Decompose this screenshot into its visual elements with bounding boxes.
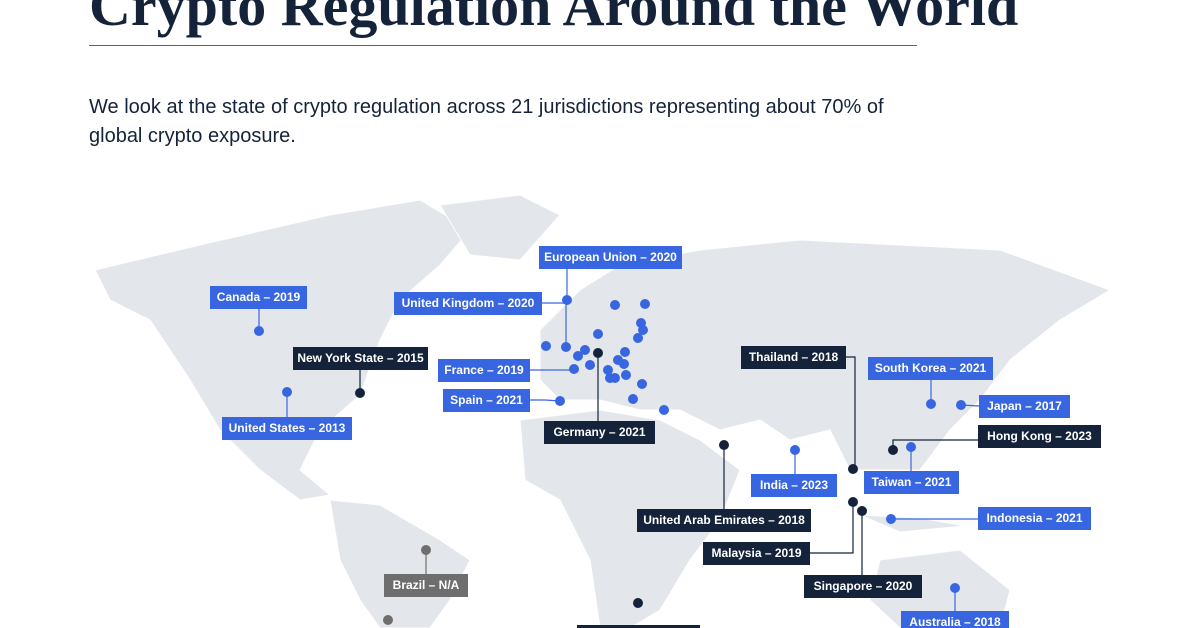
marker-dot: [926, 399, 936, 409]
marker-dot: [569, 364, 579, 374]
greenland: [439, 194, 561, 261]
eu-dot: [541, 341, 551, 351]
marker-dot: [633, 598, 643, 608]
marker-label: South Korea – 2021: [875, 361, 987, 375]
eu-dot: [621, 370, 631, 380]
marker-label: Singapore – 2020: [814, 579, 913, 593]
marker-label: Thailand – 2018: [749, 350, 839, 364]
marker-label: Brazil – N/A: [393, 578, 460, 592]
australia: [869, 549, 1011, 628]
eu-dot: [610, 300, 620, 310]
label-box: [394, 292, 542, 315]
label-box: [384, 574, 468, 597]
label-box: [637, 509, 811, 532]
marker-label: United States – 2013: [229, 421, 346, 435]
marker-label: United Kingdom – 2020: [402, 296, 535, 310]
south-america: [329, 499, 471, 628]
eu-dot: [603, 365, 613, 375]
eu-dot: [638, 325, 648, 335]
label-box: [293, 347, 428, 370]
eu-dot: [573, 351, 583, 361]
marker-dot: [886, 514, 896, 524]
marker-label: Canada – 2019: [217, 290, 301, 304]
eu-dot: [640, 299, 650, 309]
marker-label: New York State – 2015: [297, 351, 424, 365]
indonesia: [859, 514, 966, 533]
marker-label: Japan – 2017: [987, 399, 1062, 413]
marker-dot: [555, 396, 565, 406]
eu-dot: [628, 394, 638, 404]
label-box: [222, 417, 352, 440]
marker-dot: [355, 388, 365, 398]
marker-dot: [956, 400, 966, 410]
marker-dot: [848, 464, 858, 474]
eu-dot: [580, 345, 590, 355]
marker-label: Malaysia – 2019: [711, 546, 801, 560]
marker-dot: [282, 387, 292, 397]
connector: [810, 502, 854, 554]
title-rule: [89, 45, 917, 46]
marker-dot: [857, 506, 867, 516]
marker-dot: [561, 342, 571, 352]
marker-dot: [950, 583, 960, 593]
marker-dot: [719, 440, 729, 450]
connector: [530, 399, 561, 402]
marker-label: United Arab Emirates – 2018: [643, 513, 805, 527]
marker-dot: [383, 615, 393, 625]
marker-label: Hong Kong – 2023: [987, 429, 1092, 443]
marker-dot: [790, 445, 800, 455]
marker-label: European Union – 2020: [544, 250, 677, 264]
label-box: [978, 425, 1101, 448]
label-box: [539, 246, 682, 269]
label-box: [703, 542, 810, 565]
label-box: [577, 625, 700, 628]
label-box: [979, 395, 1070, 418]
eu-dot: [585, 360, 595, 370]
label-box: [210, 286, 307, 309]
connector: [846, 356, 856, 469]
marker-dot: [848, 497, 858, 507]
eu-dot: [659, 405, 669, 415]
eu-dot: [593, 329, 603, 339]
title: Crypto Regulation Around the World: [89, 0, 1019, 38]
marker-dot: [562, 295, 572, 305]
label-box: [901, 611, 1009, 628]
marker-label: Spain – 2021: [450, 393, 523, 407]
label-box: [978, 507, 1091, 530]
eu-dot: [633, 333, 643, 343]
marker-label: Indonesia – 2021: [986, 511, 1082, 525]
label-box: [751, 474, 837, 497]
label-box: [804, 575, 922, 598]
eu-dot: [605, 373, 615, 383]
label-box: [741, 346, 846, 369]
marker-label: Germany – 2021: [553, 425, 645, 439]
label-box: [868, 357, 993, 380]
marker-dot: [888, 445, 898, 455]
marker-label: Taiwan – 2021: [872, 475, 952, 489]
subtitle: We look at the state of crypto regulatio…: [89, 96, 884, 147]
africa: [519, 409, 741, 628]
label-box: [438, 359, 530, 382]
eu-dot: [637, 379, 647, 389]
marker-dot: [906, 442, 916, 452]
marker-dot: [254, 326, 264, 336]
label-box: [443, 389, 530, 412]
label-box: [864, 471, 959, 494]
label-box: [544, 421, 655, 444]
marker-dot: [421, 545, 431, 555]
marker-label: France – 2019: [444, 363, 524, 377]
eu-dot: [613, 355, 623, 365]
marker-dot: [593, 348, 603, 358]
marker-label: Australia – 2018: [909, 615, 1001, 628]
eu-dot: [620, 347, 630, 357]
marker-label: India – 2023: [760, 478, 828, 492]
